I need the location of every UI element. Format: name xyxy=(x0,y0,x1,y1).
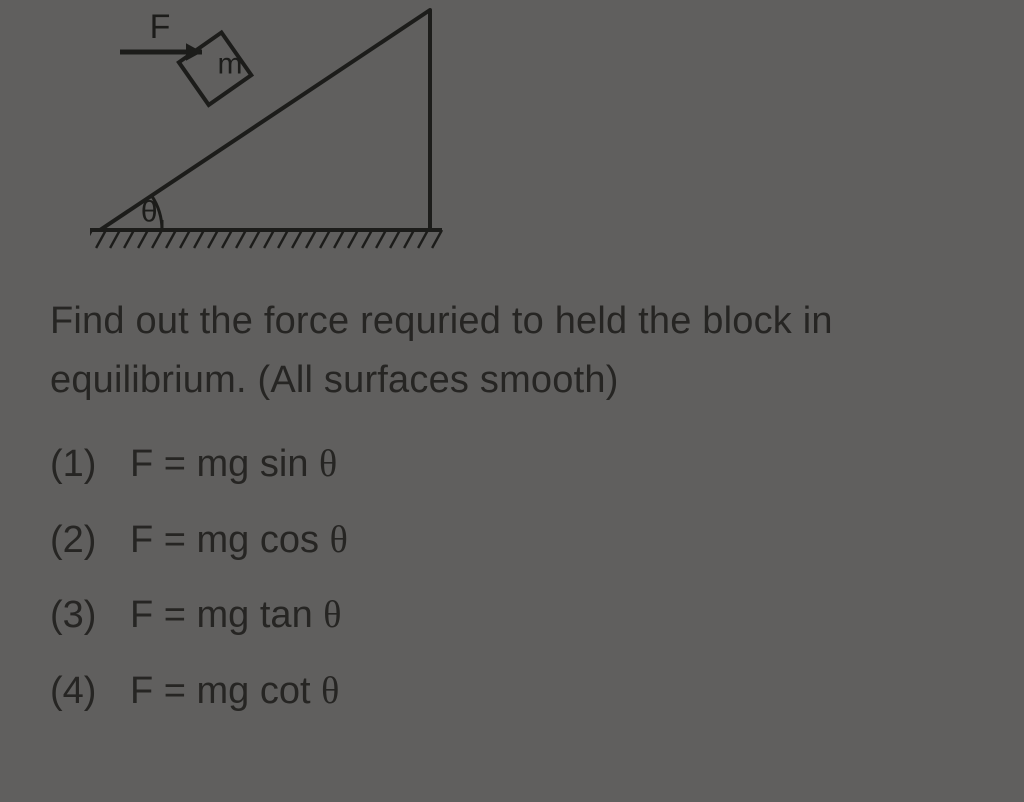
ground-hatch xyxy=(90,230,92,248)
option-number: (4) xyxy=(50,671,110,713)
option-number: (1) xyxy=(50,444,110,486)
ground-hatch xyxy=(124,230,134,248)
formula-arg: θ xyxy=(330,519,348,561)
ground-hatch xyxy=(138,230,148,248)
question-line-1: Find out the force requried to held the … xyxy=(50,300,833,342)
option-formula: F = mg tan θ xyxy=(130,595,341,637)
option-formula: F = mg cot θ xyxy=(130,671,339,713)
block-group: m xyxy=(179,28,259,105)
ground-hatch xyxy=(320,230,330,248)
formula-lhs: F = mg xyxy=(130,670,249,712)
formula-trig: cot xyxy=(260,670,311,712)
ground-hatch xyxy=(292,230,302,248)
mass-label: m xyxy=(218,47,243,80)
ground-hatch xyxy=(250,230,260,248)
option-row: (1) F = mg sin θ xyxy=(50,444,974,486)
ground-hatch xyxy=(362,230,372,248)
formula-lhs: F = mg xyxy=(130,443,249,485)
option-row: (3) F = mg tan θ xyxy=(50,595,974,637)
question-line-2: equilibrium. (All surfaces smooth) xyxy=(50,359,619,401)
formula-arg: θ xyxy=(323,594,341,636)
page: θ m F Find out the force requried to held … xyxy=(0,0,1024,802)
formula-trig: cos xyxy=(260,519,319,561)
ground-hatch xyxy=(404,230,414,248)
formula-lhs: F = mg xyxy=(130,594,249,636)
formula-trig: tan xyxy=(260,594,313,636)
ground-hatch xyxy=(348,230,358,248)
ground-hatch xyxy=(390,230,400,248)
diagram: θ m F xyxy=(90,0,590,280)
formula-arg: θ xyxy=(319,443,337,485)
options-list: (1) F = mg sin θ (2) F = mg cos θ (3) F = mg … xyxy=(50,444,974,713)
option-formula: F = mg sin θ xyxy=(130,444,337,486)
formula-lhs: F = mg xyxy=(130,519,249,561)
ground-hatch xyxy=(166,230,176,248)
formula-arg: θ xyxy=(321,670,339,712)
ground-hatch xyxy=(236,230,246,248)
force-label: F xyxy=(150,8,171,46)
ground-hatch xyxy=(264,230,274,248)
formula-trig: sin xyxy=(260,443,309,485)
option-number: (3) xyxy=(50,595,110,637)
ground-hatch xyxy=(376,230,386,248)
option-row: (2) F = mg cos θ xyxy=(50,520,974,562)
option-number: (2) xyxy=(50,520,110,562)
question-text: Find out the force requried to held the … xyxy=(50,292,974,410)
ground-hatch xyxy=(278,230,288,248)
angle-label: θ xyxy=(141,196,158,229)
ground-hatch xyxy=(334,230,344,248)
ground-hatch xyxy=(208,230,218,248)
ground-hatch xyxy=(180,230,190,248)
incline-diagram-svg: θ m F xyxy=(90,0,590,280)
ground-hatch xyxy=(110,230,120,248)
ground-hatch xyxy=(306,230,316,248)
ground-hatch xyxy=(222,230,232,248)
ground-hatch xyxy=(96,230,106,248)
option-row: (4) F = mg cot θ xyxy=(50,671,974,713)
ground-hatch xyxy=(194,230,204,248)
option-formula: F = mg cos θ xyxy=(130,520,348,562)
ground-hatch xyxy=(418,230,428,248)
ground-hatch xyxy=(152,230,162,248)
ground-hatch xyxy=(432,230,442,248)
